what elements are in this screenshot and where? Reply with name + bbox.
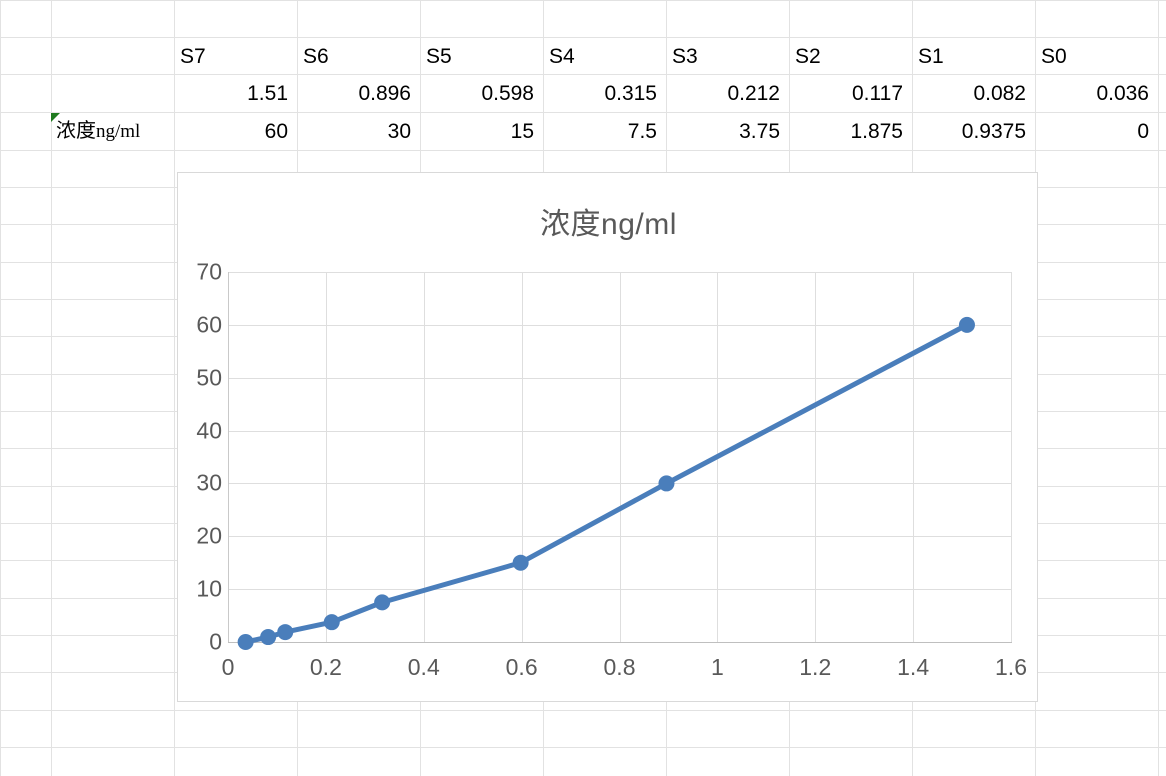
chart-gridline-vertical <box>815 272 816 642</box>
grid-row-line <box>0 0 1166 1</box>
chart-gridline-horizontal <box>228 325 1011 326</box>
chart-gridline-horizontal <box>228 589 1011 590</box>
chart-gridline-horizontal <box>228 431 1011 432</box>
y-tick-label: 10 <box>196 575 222 602</box>
chart-gridline-vertical <box>424 272 425 642</box>
chart-gridline-horizontal <box>228 536 1011 537</box>
data-point-s6[interactable] <box>658 475 675 492</box>
header-cell-s7[interactable]: S7 <box>180 45 206 68</box>
series-polyline[interactable] <box>243 322 970 645</box>
cell-od-row-s3[interactable]: 0.212 <box>727 82 780 105</box>
chart-gridline-vertical <box>1011 272 1012 642</box>
x-tick-label: 0.8 <box>603 654 636 680</box>
data-point-s7[interactable] <box>958 316 975 333</box>
data-point-s1[interactable] <box>260 629 277 646</box>
y-tick-label: 40 <box>196 417 222 444</box>
y-tick-label: 70 <box>196 258 222 285</box>
grid-column-line <box>51 0 52 776</box>
cell-concentration-row-s2[interactable]: 1.875 <box>850 120 903 143</box>
cell-od-row-s2[interactable]: 0.117 <box>852 82 903 105</box>
y-tick-label: 60 <box>196 311 222 338</box>
grid-row-line <box>0 74 1166 75</box>
embedded-chart[interactable]: 浓度ng/ml 0 10 20 30 40 50 60 70 0 0.2 0.4 0.6 0.8 1 1.… <box>177 172 1038 702</box>
y-axis-tick-labels: 0 10 20 30 40 50 60 70 <box>178 259 222 655</box>
chart-gridline-vertical <box>913 272 914 642</box>
cell-concentration-row-s0[interactable]: 0 <box>1137 120 1149 143</box>
x-tick-label: 0.2 <box>309 654 342 680</box>
header-cell-s0[interactable]: S0 <box>1041 45 1067 68</box>
y-tick-label: 30 <box>196 469 222 496</box>
cell-comment-triangle-icon <box>51 113 60 122</box>
grid-row-line <box>0 112 1166 113</box>
grid-column-line <box>174 0 175 776</box>
data-point-s3[interactable] <box>323 614 340 631</box>
chart-gridline-vertical <box>620 272 621 642</box>
cell-concentration-row-s3[interactable]: 3.75 <box>739 120 780 143</box>
chart-gridline-vertical <box>326 272 327 642</box>
header-cell-s4[interactable]: S4 <box>549 45 575 68</box>
plot-wrapper: 0 10 20 30 40 50 60 70 0 0.2 0.4 0.6 0.8 1 1.2 1.4 1.6 <box>178 173 1037 701</box>
row-label-concentration[interactable]: 浓度ng/ml <box>56 120 141 142</box>
cell-concentration-row-s4[interactable]: 7.5 <box>627 120 657 143</box>
header-cell-s1[interactable]: S1 <box>918 45 944 68</box>
x-tick-label: 1.4 <box>897 654 930 680</box>
y-tick-label: 0 <box>209 628 222 655</box>
y-tick-label: 20 <box>196 522 222 549</box>
x-axis-tick-labels: 0 0.2 0.4 0.6 0.8 1 1.2 1.4 1.6 <box>222 654 1027 684</box>
cell-concentration-row-s7[interactable]: 60 <box>264 120 288 143</box>
grid-row-line <box>0 710 1166 711</box>
header-cell-s6[interactable]: S6 <box>303 45 329 68</box>
grid-row-line <box>0 150 1166 151</box>
chart-gridline-horizontal <box>228 378 1011 379</box>
cell-od-row-s1[interactable]: 0.082 <box>973 82 1026 105</box>
x-tick-label: 0 <box>221 654 235 680</box>
chart-gridline-vertical <box>522 272 523 642</box>
cell-od-row-s6[interactable]: 0.896 <box>358 82 411 105</box>
header-cell-s3[interactable]: S3 <box>672 45 698 68</box>
chart-gridline-horizontal <box>228 272 1011 273</box>
y-tick-label: 50 <box>196 364 222 391</box>
grid-row-line <box>0 747 1166 748</box>
x-tick-label: 0.6 <box>505 654 538 680</box>
header-cell-s2[interactable]: S2 <box>795 45 821 68</box>
y-axis-line <box>228 272 229 643</box>
cell-od-row-s0[interactable]: 0.036 <box>1096 82 1149 105</box>
data-point-s2[interactable] <box>277 624 294 641</box>
cell-od-row-s4[interactable]: 0.315 <box>604 82 657 105</box>
cell-concentration-row-s5[interactable]: 15 <box>510 120 534 143</box>
cell-od-row-s5[interactable]: 0.598 <box>481 82 534 105</box>
grid-column-line <box>1158 0 1159 776</box>
chart-title: 浓度ng/ml <box>540 208 677 241</box>
chart-gridline-horizontal <box>228 483 1011 484</box>
cell-od-row-s7[interactable]: 1.51 <box>247 82 288 105</box>
x-tick-label: 1.6 <box>995 654 1027 680</box>
data-point-s0[interactable] <box>237 634 254 650</box>
x-axis-line <box>228 642 1012 643</box>
grid-column-line <box>0 0 1 776</box>
x-tick-label: 1.2 <box>799 654 832 680</box>
data-point-s5[interactable] <box>512 554 529 571</box>
cell-concentration-row-s1[interactable]: 0.9375 <box>961 120 1026 143</box>
x-tick-label: 1 <box>710 654 724 680</box>
data-series-line[interactable] <box>228 272 1011 650</box>
cell-concentration-row-s6[interactable]: 30 <box>387 120 411 143</box>
data-point-s4[interactable] <box>374 594 391 611</box>
x-tick-label: 0.4 <box>407 654 440 680</box>
header-cell-s5[interactable]: S5 <box>426 45 452 68</box>
grid-row-line <box>0 37 1166 38</box>
